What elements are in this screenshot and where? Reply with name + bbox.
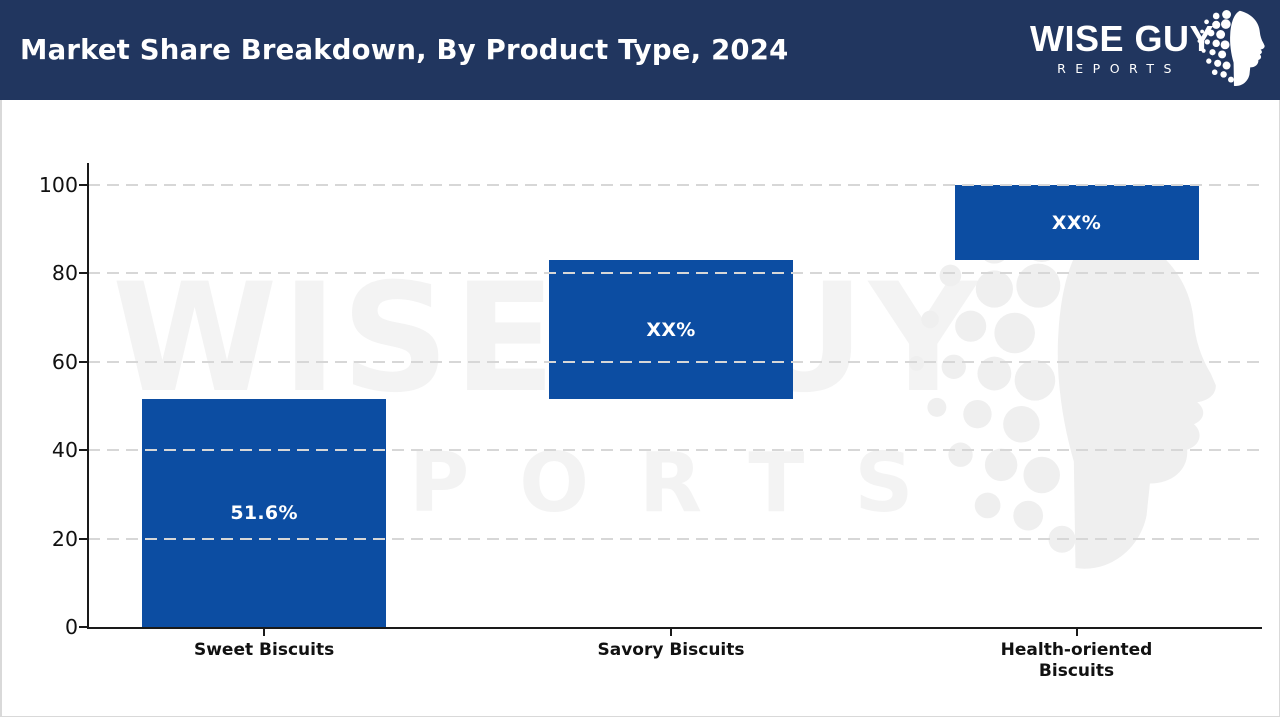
gridline-80 [88,272,1262,275]
wiseguy-logo: WISE GUY REPORTS [1030,6,1270,96]
x-axis-category-label: Sweet Biscuits [193,640,335,660]
bar-health-oriented-biscuits: XX% [954,185,1199,261]
logo-text: WISE GUY REPORTS [1030,18,1215,76]
bottom-edge-border [0,715,1280,717]
logo-sub-text: REPORTS [1057,60,1181,76]
y-axis-tick-mark [79,537,87,540]
gridline-40 [88,449,1262,452]
page-title: Market Share Breakdown, By Product Type,… [20,34,789,66]
y-axis-tick-label: 60 [51,349,78,374]
y-axis-tick-label: 100 [38,173,78,198]
x-axis-category-label: Health-oriented Biscuits [1000,640,1153,681]
gridline-100 [88,184,1262,187]
x-axis-category-label: Savory Biscuits [597,640,745,660]
y-axis-tick-mark [79,626,87,628]
x-axis-line [87,627,1262,629]
y-axis-tick-mark [79,272,87,275]
logo-brand-text: WISE GUY [1030,18,1215,59]
x-axis-tick-mark [670,627,672,636]
y-axis-tick-label: 40 [51,438,78,463]
logo-head-icon [1194,8,1268,92]
bar-sweet-biscuits: 51.6% [142,398,387,627]
bar-value-label: XX% [646,318,696,341]
header-bar: Market Share Breakdown, By Product Type,… [0,0,1280,100]
right-edge-border [1278,100,1280,717]
y-axis-tick-label: 0 [64,615,78,639]
left-edge-border [0,100,2,717]
bar-value-label: 51.6% [230,501,298,524]
y-axis-tick-mark [79,449,87,452]
x-axis-tick-mark [1075,627,1078,636]
y-axis-tick-label: 20 [51,526,78,551]
y-axis-tick-label: 80 [51,261,78,286]
gridline-20 [88,537,1262,540]
y-axis-tick-mark [79,360,87,363]
y-axis-line [87,163,89,629]
bar-savory-biscuits: XX% [549,260,793,399]
bar-value-label: XX% [1051,211,1102,234]
x-axis-tick-mark [263,627,266,636]
y-axis-tick-mark [79,184,87,187]
gridline-60 [88,360,1262,363]
